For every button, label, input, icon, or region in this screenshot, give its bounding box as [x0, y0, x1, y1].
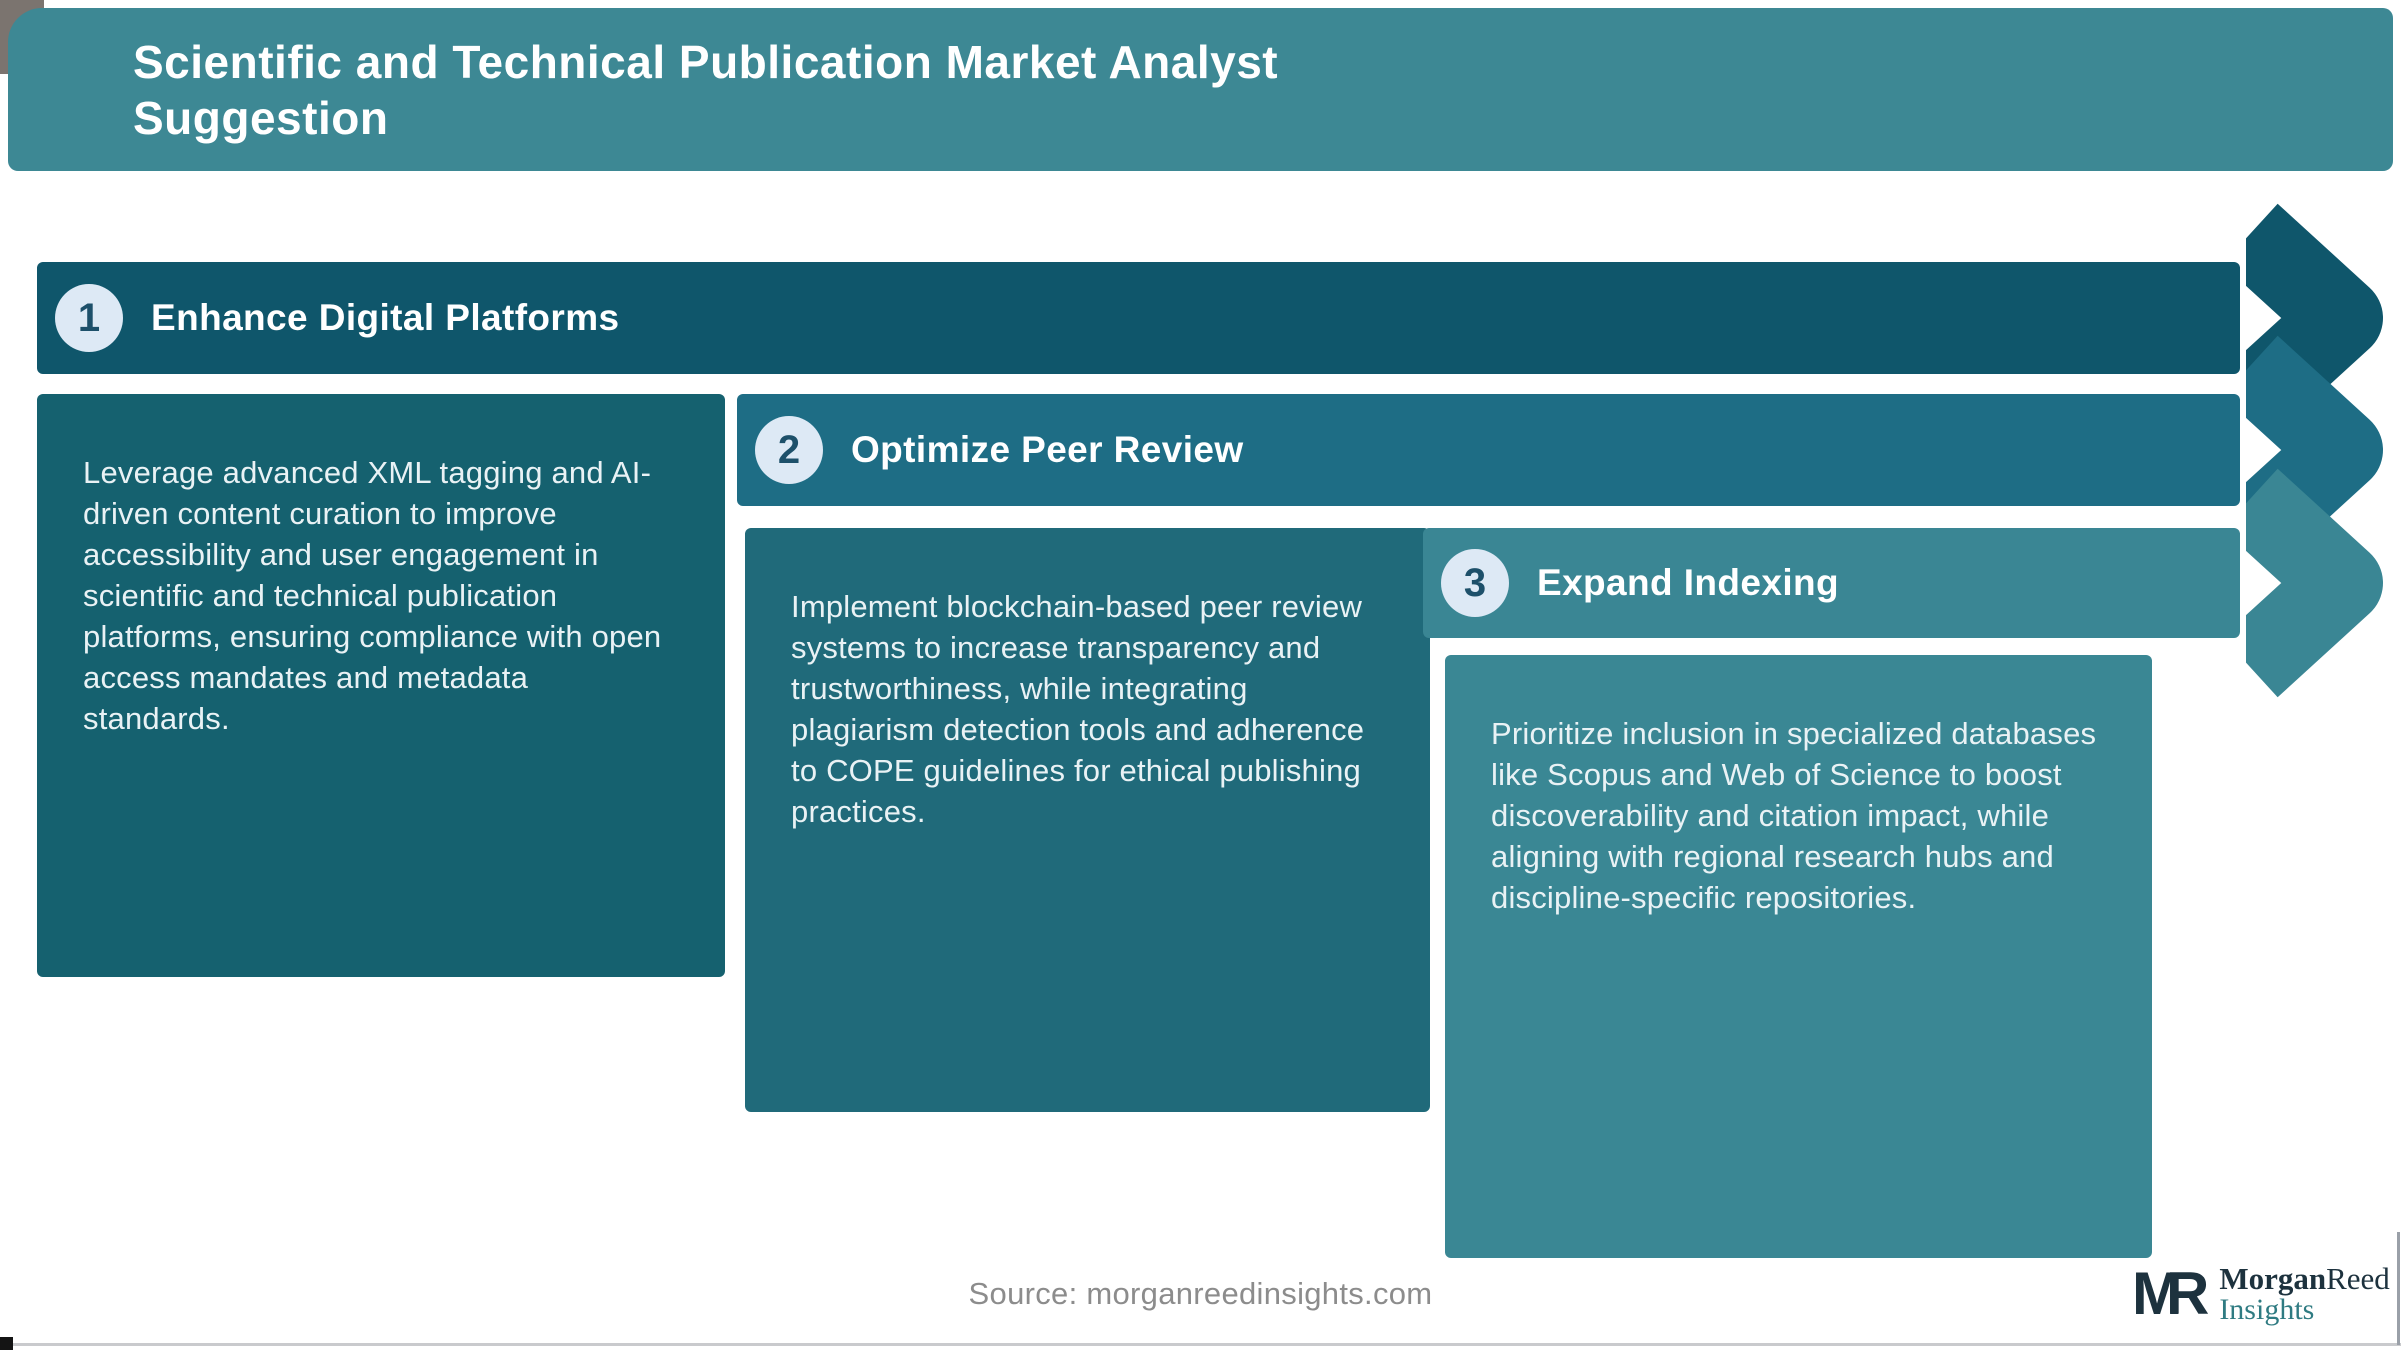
step-label-1: Enhance Digital Platforms: [151, 297, 620, 338]
step-description-box-2: Implement blockchain-based peer review s…: [745, 528, 1430, 1112]
morganreed-logo-text: MorganReed Insights: [2219, 1263, 2389, 1325]
right-edge-artifact: [2397, 1232, 2400, 1345]
arrow-head-icon-3: [2246, 468, 2383, 698]
step-number-badge-3: 3: [1441, 549, 1509, 617]
step-banner-3: 3 Expand Indexing: [1423, 528, 2240, 638]
step-number-1: 1: [77, 295, 101, 340]
brand-name: MorganReed: [2219, 1263, 2389, 1294]
bottom-divider: [0, 1343, 2401, 1346]
brand-name-regular: Reed: [2326, 1261, 2390, 1296]
step-number-badge-1: 1: [55, 284, 123, 352]
step-number-2: 2: [777, 427, 801, 472]
step-description-box-1: Leverage advanced XML tagging and AI-dri…: [37, 394, 725, 977]
step-number-badge-2: 2: [755, 416, 823, 484]
morganreed-logo-monogram-icon: MR: [2132, 1260, 2209, 1327]
brand-subtitle: Insights: [2219, 1293, 2315, 1326]
page-header: Scientific and Technical Publication Mar…: [8, 8, 2393, 171]
source-text: Source: morganreedinsights.com: [968, 1276, 1433, 1311]
bottom-corner-artifact: [0, 1337, 13, 1350]
step-description-1: Leverage advanced XML tagging and AI-dri…: [83, 455, 662, 736]
step-number-3: 3: [1463, 560, 1487, 605]
morganreed-logo: MR MorganReed Insights: [2132, 1252, 2392, 1336]
page-title: Scientific and Technical Publication Mar…: [133, 35, 1279, 144]
step-label-2: Optimize Peer Review: [851, 429, 1244, 470]
step-label-3: Expand Indexing: [1537, 562, 1840, 603]
step-banner-1: 1 Enhance Digital Platforms: [37, 262, 2240, 374]
brand-name-bold: Morgan: [2219, 1261, 2327, 1296]
step-description-2: Implement blockchain-based peer review s…: [791, 589, 1365, 829]
step-description-3: Prioritize inclusion in specialized data…: [1491, 716, 2097, 915]
step-description-box-3: Prioritize inclusion in specialized data…: [1445, 655, 2152, 1258]
step-banner-2: 2 Optimize Peer Review: [737, 394, 2240, 506]
